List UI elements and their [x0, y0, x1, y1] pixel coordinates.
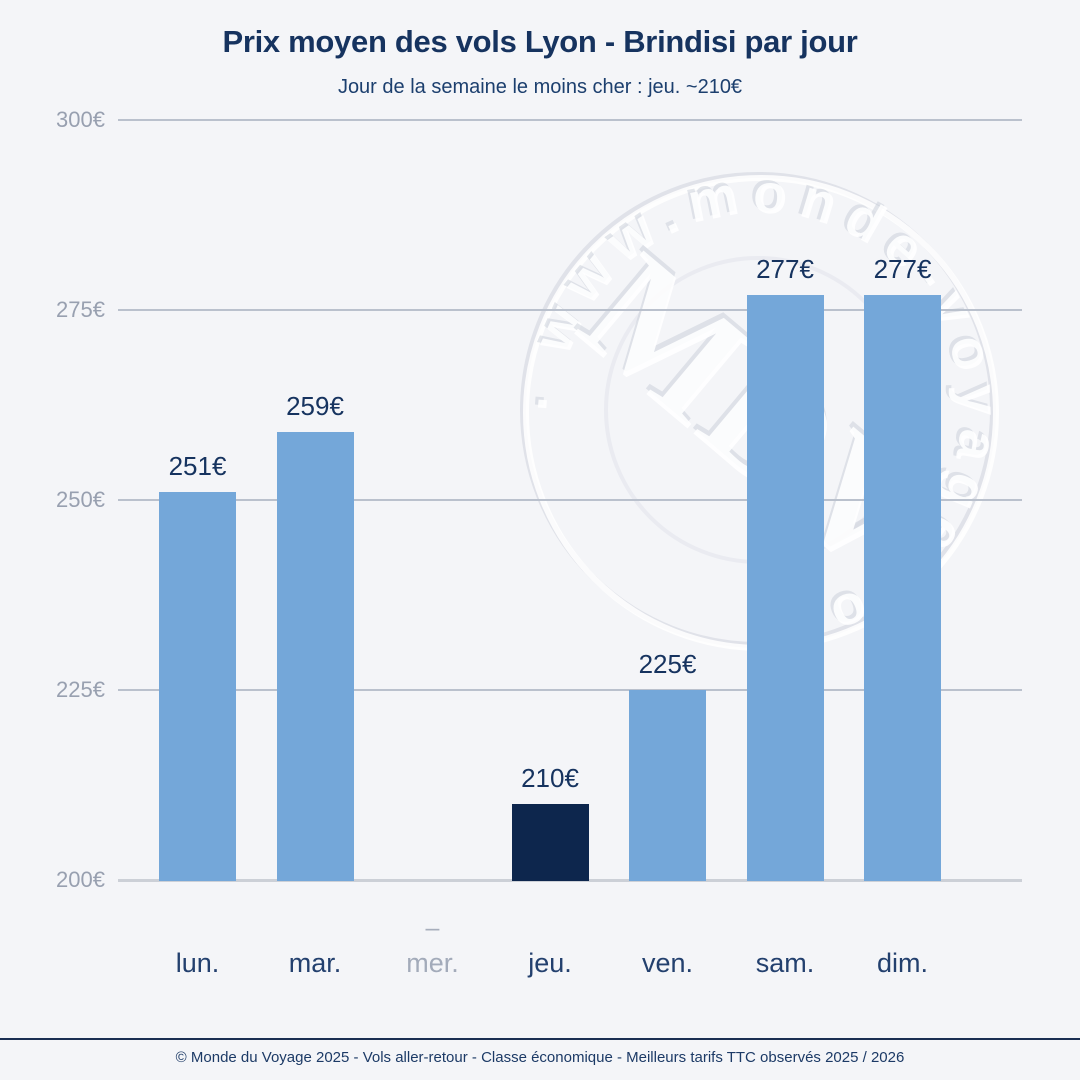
y-tick-label-275: 275€ — [56, 297, 105, 322]
gridline-300 — [118, 119, 1022, 121]
footer-divider — [0, 1038, 1080, 1040]
chart-subtitle: Jour de la semaine le moins cher : jeu. … — [337, 76, 743, 98]
y-tick-label-300: 300€ — [56, 107, 105, 132]
y-tick-label-250: 250€ — [56, 487, 105, 512]
x-label-mer: mer. — [406, 948, 459, 978]
footer-copyright: © Monde du Voyage 2025 - Vols aller-reto… — [175, 1049, 905, 1066]
bar-lun — [159, 492, 236, 881]
x-label-jeu: jeu. — [528, 948, 572, 978]
x-label-sam: sam. — [755, 948, 815, 978]
value-label-jeu: 210€ — [521, 763, 579, 793]
x-label-ven: ven. — [641, 948, 694, 978]
chart-title: Prix moyen des vols Lyon - Brindisi par … — [222, 24, 858, 59]
y-tick-label-200: 200€ — [56, 867, 105, 892]
bar-sam — [746, 294, 824, 881]
x-label-lun: lun. — [175, 948, 220, 978]
value-label-dim: 277€ — [873, 253, 932, 284]
value-label-sam: 277€ — [756, 253, 814, 284]
missing-marker-mer: – — [425, 914, 440, 942]
gridline-225 — [118, 689, 1022, 691]
gridline-250 — [118, 499, 1022, 501]
x-label-dim: dim. — [876, 948, 928, 978]
value-label-mar: 259€ — [286, 390, 344, 421]
y-tick-label-225: 225€ — [56, 677, 105, 702]
bar-ven — [629, 690, 706, 881]
bar-dim — [864, 294, 941, 881]
value-label-ven: 225€ — [638, 649, 697, 679]
x-label-mar: mar. — [288, 948, 342, 978]
bar-jeu — [511, 804, 589, 881]
value-label-lun: 251€ — [168, 451, 227, 482]
bar-mar — [276, 431, 354, 881]
gridline-275 — [118, 309, 1022, 311]
